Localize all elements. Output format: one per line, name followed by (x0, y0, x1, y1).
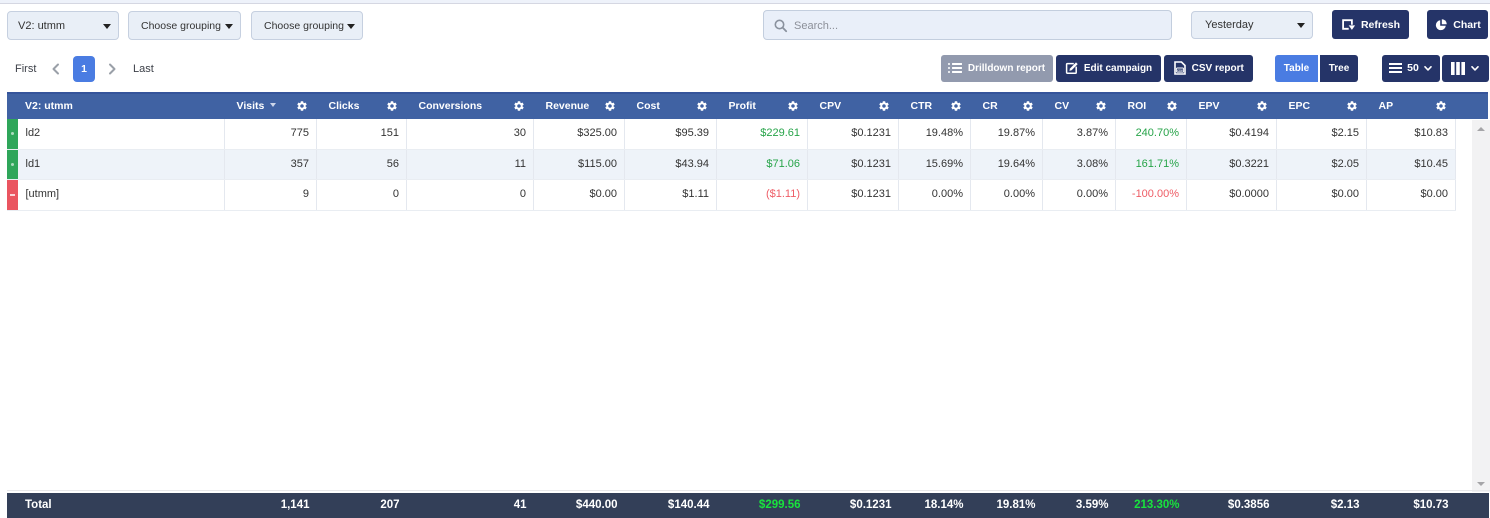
svg-text:csv: csv (1177, 69, 1183, 73)
